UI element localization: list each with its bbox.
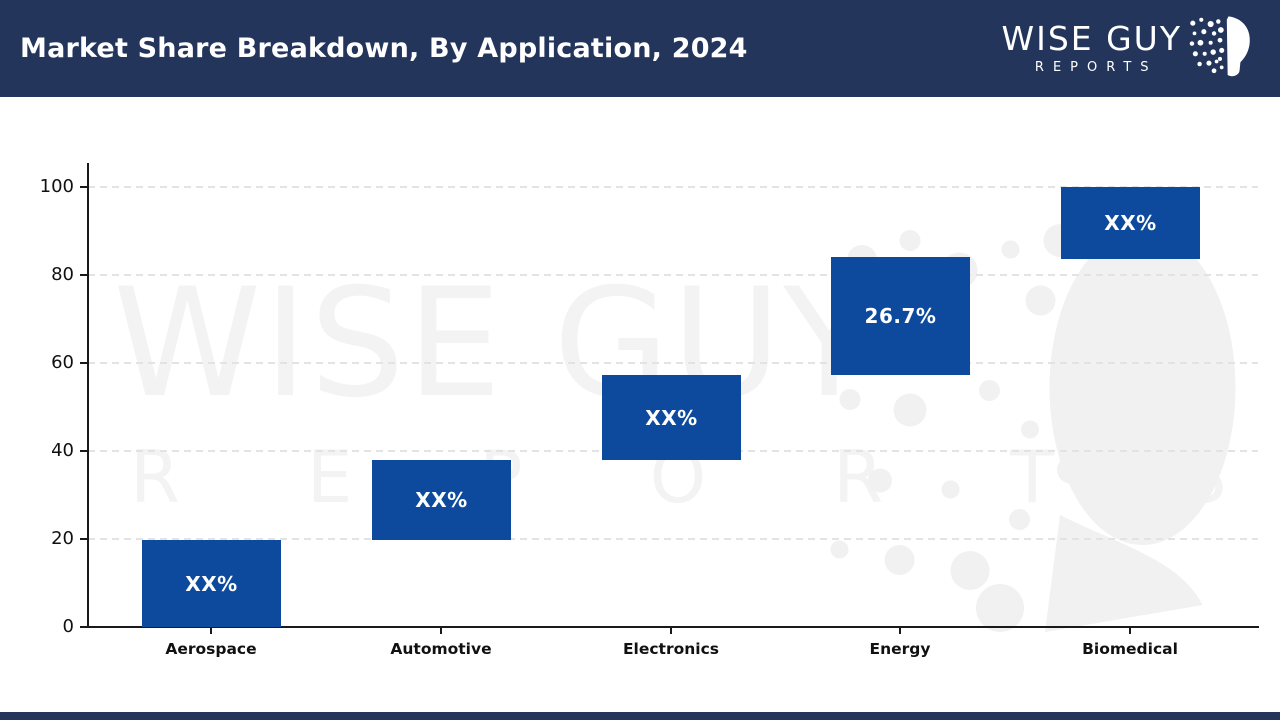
bar-energy: 26.7% (831, 257, 970, 375)
logo-subtitle: REPORTS (1034, 60, 1158, 75)
logo-head-icon (1186, 14, 1254, 84)
watermark-head-icon (820, 200, 1240, 639)
bar-value-label: 26.7% (864, 304, 937, 328)
y-tick-mark (80, 538, 88, 540)
y-axis-line (87, 163, 89, 628)
x-axis-label-automotive: Automotive (390, 640, 492, 658)
x-axis-label-electronics: Electronics (622, 640, 720, 658)
x-tick-mark (1129, 628, 1131, 634)
x-tick-mark (440, 628, 442, 634)
gridline-60 (88, 362, 1258, 364)
y-tick-label: 100 (39, 176, 74, 197)
y-tick-mark (80, 626, 88, 628)
y-tick-mark (80, 362, 88, 364)
x-tick-mark (899, 628, 901, 634)
y-tick-label: 60 (51, 352, 74, 373)
chart-title: Market Share Breakdown, By Application, … (20, 33, 748, 64)
gridline-20 (88, 538, 1258, 540)
bar-automotive: XX% (372, 460, 511, 540)
x-axis-label-aerospace: Aerospace (165, 640, 257, 658)
bar-biomedical: XX% (1061, 187, 1200, 259)
bar-aerospace: XX% (142, 540, 281, 627)
x-tick-mark (210, 628, 212, 634)
y-tick-label: 20 (51, 528, 74, 549)
logo-wordmark: WISE GUY (1001, 19, 1182, 58)
gridline-80 (88, 274, 1258, 276)
y-tick-label: 0 (62, 616, 74, 637)
x-axis-label-energy: Energy (869, 640, 931, 658)
header: Market Share Breakdown, By Application, … (0, 0, 1280, 97)
logo-text: WISE GUY REPORTS (1001, 22, 1182, 75)
x-tick-mark (670, 628, 672, 634)
y-tick-label: 80 (51, 264, 74, 285)
bar-value-label: XX% (1104, 211, 1157, 235)
bar-value-label: XX% (185, 571, 238, 596)
wiseguy-logo: WISE GUY REPORTS (1001, 14, 1254, 84)
x-axis-line (87, 626, 1259, 628)
bar-value-label: XX% (645, 405, 698, 430)
watermark-wordmark: WISE GUY (113, 257, 877, 431)
bar-electronics: XX% (602, 375, 741, 460)
bar-value-label: XX% (415, 488, 468, 512)
gridline-100 (88, 186, 1258, 188)
y-tick-mark (80, 450, 88, 452)
y-tick-mark (80, 186, 88, 188)
y-tick-mark (80, 274, 88, 276)
x-axis-label-biomedical: Biomedical (1082, 640, 1178, 658)
y-tick-label: 40 (51, 440, 74, 461)
footer-bar (0, 712, 1280, 720)
